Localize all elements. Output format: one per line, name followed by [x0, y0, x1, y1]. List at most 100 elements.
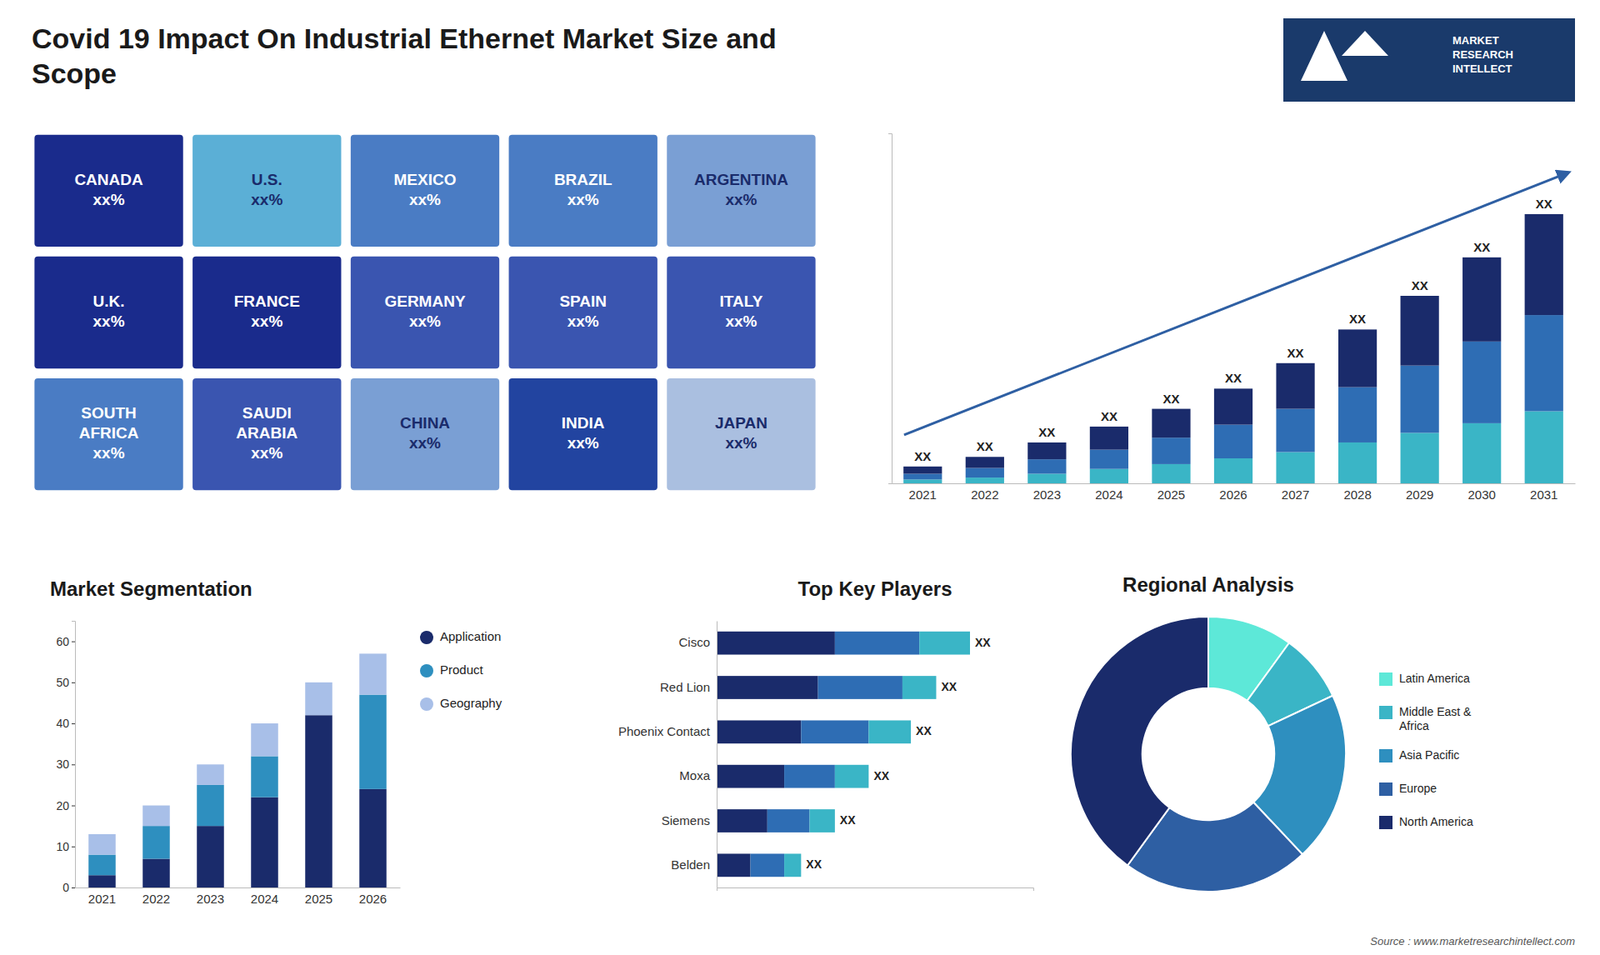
bar-segment	[359, 695, 387, 790]
text-line: XX	[976, 439, 994, 454]
bar-segment	[784, 853, 801, 877]
tick-mark	[71, 682, 75, 684]
bar-segment	[1090, 469, 1129, 484]
text-line: SAUDI	[242, 404, 292, 422]
trend-arrow	[904, 172, 1570, 435]
text-line: North America	[1399, 815, 1474, 829]
tick-label: 2028	[1343, 487, 1371, 502]
axis-domain	[71, 621, 76, 889]
bar-segment	[1525, 214, 1564, 315]
bar-segment	[835, 765, 870, 789]
bar-label: XX	[1411, 278, 1429, 293]
bar-label: XX	[1162, 391, 1180, 406]
bar-segment	[359, 789, 387, 888]
bar-segment	[142, 805, 170, 827]
text-line: XX	[1411, 278, 1429, 293]
bar-segment	[1275, 409, 1315, 453]
logo-text: MARKETRESEARCHINTELLECT	[1452, 34, 1514, 75]
tick: 2029	[1405, 483, 1434, 502]
country-label: SPAIN	[559, 292, 607, 310]
bar-label: XX	[1349, 311, 1366, 326]
tick: 2021	[909, 483, 937, 502]
category-axis: 2021202220232024202520262027202820292030…	[892, 483, 1576, 502]
text-line: SOUTH	[80, 404, 137, 422]
axis-domain	[75, 887, 401, 889]
bar-segment	[250, 723, 279, 756]
legend-label: North America	[1399, 815, 1474, 829]
bar-segment	[305, 682, 333, 715]
tick-label: 20	[55, 799, 70, 813]
country-tile	[34, 378, 183, 490]
text-line: xx%	[250, 444, 283, 462]
bar-segment	[716, 809, 768, 833]
country-value: xx%	[250, 190, 283, 209]
text-line: XX	[975, 635, 991, 649]
bar-segment	[1027, 442, 1066, 460]
bar-segment	[88, 834, 116, 855]
bar-segment	[1090, 426, 1129, 450]
country-label: BRAZIL	[554, 170, 613, 189]
tick: 2031	[1530, 483, 1558, 502]
tick: 2022	[970, 483, 999, 502]
donut-slice	[1070, 616, 1209, 865]
bar-segment	[1400, 432, 1440, 484]
tick: 2030	[1467, 483, 1495, 502]
legend-swatch	[1379, 782, 1393, 796]
country-label: GERMANY	[384, 292, 465, 310]
bar-segment	[1275, 452, 1315, 485]
tick: 60	[55, 635, 75, 649]
bar-segment	[88, 875, 116, 888]
text-line: MARKET	[1452, 34, 1500, 47]
bar-label: XX	[1038, 425, 1055, 440]
bar-label: XX	[1535, 196, 1553, 211]
bar-segment	[716, 631, 835, 655]
text-line: xx%	[250, 312, 283, 330]
text-line: xx%	[725, 190, 757, 209]
plot-area	[716, 631, 970, 877]
country-value: xx%	[93, 444, 125, 462]
country-tile	[350, 256, 500, 369]
tick: 20	[55, 799, 75, 813]
tick-label: 2022	[142, 891, 170, 906]
text-line: AFRICA	[79, 424, 140, 442]
country-value: xx%	[409, 434, 441, 452]
text-line: XX	[1038, 425, 1055, 440]
tick-label: 2025	[305, 891, 333, 906]
tick-label: Red Lion	[660, 680, 710, 695]
text-line: Geography	[440, 695, 503, 710]
tick-label: Cisco	[678, 635, 710, 650]
bar-segment	[1214, 388, 1253, 425]
tick-label: 2030	[1467, 487, 1495, 502]
tick-mark	[71, 641, 75, 643]
bar-segment	[716, 720, 801, 744]
legend-swatch	[420, 664, 434, 678]
country-tile	[192, 256, 341, 369]
bar-segment	[716, 853, 751, 877]
legend-label: Europe	[1399, 781, 1437, 795]
bar-segment	[1400, 365, 1440, 434]
bar-label: XX	[976, 439, 994, 454]
country-tile	[34, 135, 183, 247]
country-tile	[350, 378, 500, 490]
country-tile	[509, 378, 658, 490]
bar-label: XX	[975, 635, 991, 649]
text-line: JAPAN	[715, 414, 768, 432]
tick-mark	[71, 723, 75, 725]
text-line: xx%	[93, 312, 125, 330]
text-line: xx%	[93, 190, 125, 209]
text-line: xx%	[409, 312, 441, 330]
country-label: SAUDIARABIA	[235, 404, 298, 442]
tick-label: 2024	[1095, 487, 1123, 502]
tick-label: 0	[62, 880, 70, 895]
text-line: Source : www.marketresearchintellect.com	[1370, 935, 1575, 948]
bar-segment	[716, 765, 785, 789]
text-line: Regional Analysis	[1122, 573, 1295, 596]
tick-mark	[71, 846, 75, 848]
axis-domain	[717, 888, 1035, 892]
bar-label: XX	[1100, 409, 1118, 424]
text-line: BRAZIL	[554, 170, 613, 189]
text-line: XX	[1225, 370, 1242, 385]
bar-label: XX	[914, 449, 931, 464]
category-axis: CiscoRed LionPhoenix ContactMoxaSiemensB…	[618, 621, 718, 889]
country-label: FRANCE	[234, 292, 300, 310]
